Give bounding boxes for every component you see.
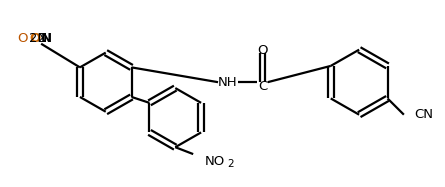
Text: NH: NH [218,76,238,89]
Text: O: O [18,32,28,45]
Text: 2N: 2N [29,32,48,45]
Text: O: O [29,32,40,45]
Text: O: O [258,44,268,57]
Text: 2: 2 [227,159,234,169]
Text: N: N [41,32,52,45]
Text: CN: CN [414,108,433,121]
Text: C: C [258,80,267,93]
Text: 2: 2 [37,32,44,45]
Text: NO: NO [205,155,225,168]
